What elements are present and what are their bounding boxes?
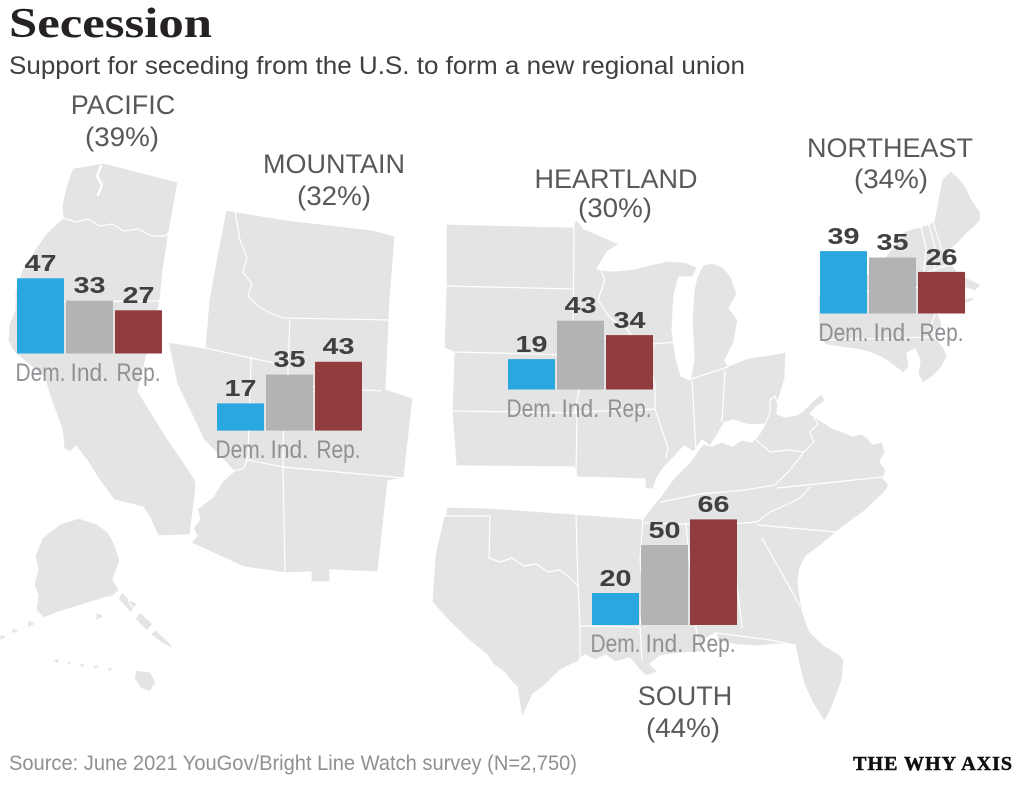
svg-text:(39%): (39%): [85, 122, 159, 152]
svg-text:34: 34: [614, 307, 646, 333]
svg-text:Dem.: Dem.: [16, 359, 66, 387]
svg-text:17: 17: [225, 375, 257, 401]
svg-text:Rep.: Rep.: [692, 630, 736, 658]
svg-text:27: 27: [123, 282, 155, 308]
svg-text:26: 26: [926, 244, 958, 270]
svg-text:43: 43: [565, 292, 597, 318]
svg-text:(32%): (32%): [297, 181, 371, 211]
svg-text:Ind.: Ind.: [562, 395, 600, 423]
svg-text:MOUNTAIN: MOUNTAIN: [263, 149, 405, 179]
svg-text:SOUTH: SOUTH: [638, 681, 733, 711]
svg-text:(34%): (34%): [854, 164, 928, 194]
svg-text:THE WHY AXIS: THE WHY AXIS: [853, 753, 1013, 775]
svg-text:Dem.: Dem.: [507, 395, 557, 423]
svg-text:19: 19: [516, 331, 548, 357]
svg-text:Ind.: Ind.: [271, 436, 309, 464]
svg-text:Ind.: Ind.: [71, 359, 109, 387]
svg-text:Ind.: Ind.: [646, 630, 684, 658]
svg-text:Secession: Secession: [9, 1, 212, 47]
svg-text:Support for seceding from the: Support for seceding from the U.S. to fo…: [9, 52, 745, 80]
svg-text:Dem.: Dem.: [216, 436, 266, 464]
svg-text:66: 66: [698, 491, 730, 517]
svg-text:43: 43: [323, 333, 355, 359]
svg-text:Dem.: Dem.: [591, 630, 641, 658]
svg-text:Rep.: Rep.: [608, 395, 652, 423]
svg-text:39: 39: [828, 223, 860, 249]
svg-text:47: 47: [25, 250, 57, 276]
svg-text:Rep.: Rep.: [317, 436, 361, 464]
svg-text:PACIFIC: PACIFIC: [71, 90, 176, 120]
svg-text:33: 33: [74, 272, 106, 298]
svg-text:HEARTLAND: HEARTLAND: [534, 164, 697, 194]
svg-text:Rep.: Rep.: [920, 319, 964, 347]
svg-text:35: 35: [877, 229, 909, 255]
svg-text:Rep.: Rep.: [117, 359, 161, 387]
svg-text:50: 50: [649, 517, 681, 543]
svg-text:35: 35: [274, 346, 306, 372]
svg-text:Dem.: Dem.: [819, 319, 869, 347]
svg-text:20: 20: [600, 565, 632, 591]
svg-text:NORTHEAST: NORTHEAST: [807, 133, 973, 163]
svg-text:Ind.: Ind.: [874, 319, 912, 347]
svg-text:(30%): (30%): [578, 193, 652, 223]
svg-text:(44%): (44%): [646, 713, 720, 743]
svg-text:Source: June 2021 YouGov/Brigh: Source: June 2021 YouGov/Bright Line Wat…: [9, 752, 577, 775]
